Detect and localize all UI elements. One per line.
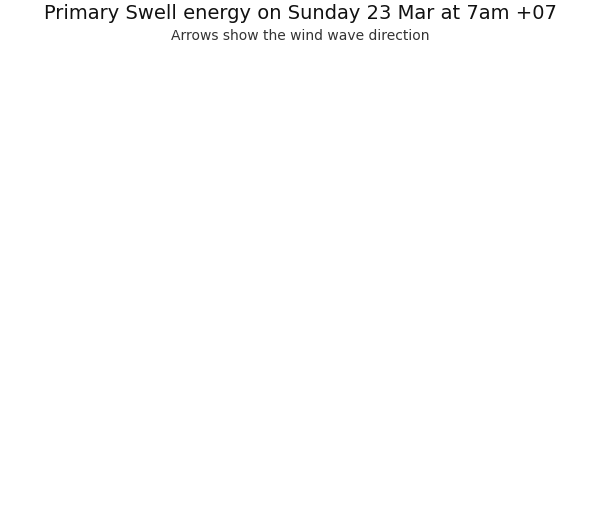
Text: Arrows show the wind wave direction: Arrows show the wind wave direction [171,29,430,43]
Text: Cartopy required for full map rendering: Cartopy required for full map rendering [163,272,438,286]
Text: Primary Swell energy on Sunday 23 Mar at 7am +07: Primary Swell energy on Sunday 23 Mar at… [44,4,557,24]
